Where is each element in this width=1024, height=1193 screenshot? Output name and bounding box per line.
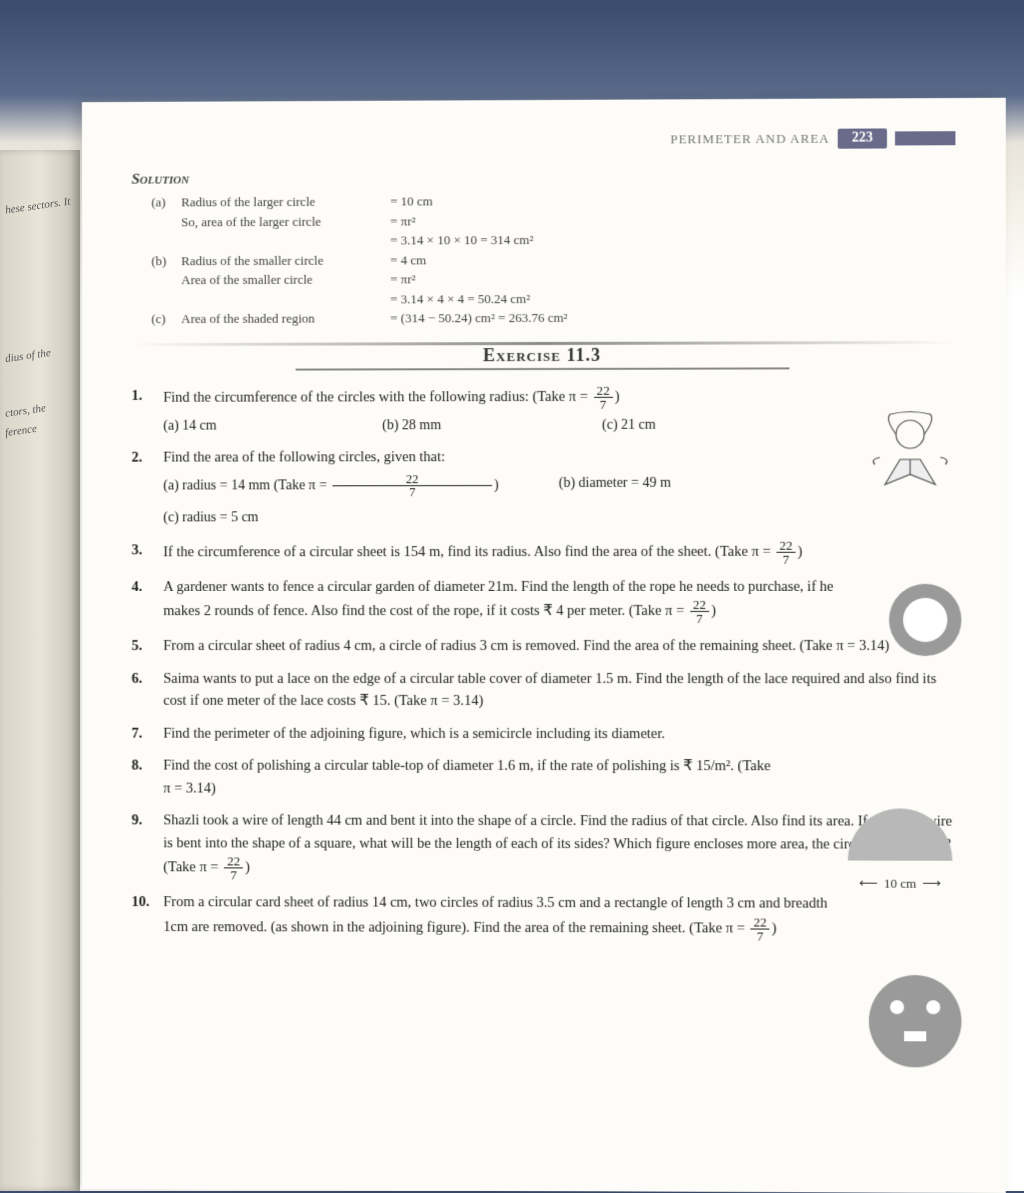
semicircle-figure: ⟵ 10 cm ⟶ xyxy=(835,800,966,892)
solution-value: = 4 cm xyxy=(390,250,426,270)
option-a: (a) 14 cm xyxy=(163,415,322,437)
arrow-right-icon: ⟶ xyxy=(922,876,941,892)
option-c: (c) radius = 5 cm xyxy=(163,507,322,529)
solution-value: = πr² xyxy=(390,269,415,289)
reader-illustration xyxy=(855,409,966,499)
question-1: Find the circumference of the circles wi… xyxy=(132,383,956,437)
ring-figure xyxy=(885,580,966,660)
dimension-label: 10 cm xyxy=(884,876,916,892)
eye-hole xyxy=(890,1000,904,1014)
solution-value: = 3.14 × 10 × 10 = 314 cm² xyxy=(390,230,533,250)
solution-heading: Solution xyxy=(132,168,956,188)
option-a: (a) radius = 14 mm (Take π = 227) xyxy=(163,473,498,500)
part-label: (c) xyxy=(151,309,181,329)
sub-options: (a) radius = 14 mm (Take π = 227) (b) di… xyxy=(163,472,834,529)
header-stripe xyxy=(895,131,955,145)
textbook-page: PERIMETER AND AREA 223 Solution (a)Radiu… xyxy=(82,98,1006,1193)
solution-text: Area of the smaller circle xyxy=(181,269,390,289)
option-b: (b) 28 mm xyxy=(382,415,542,437)
question-7: Find the perimeter of the adjoining figu… xyxy=(132,722,956,745)
solution-value: = 10 cm xyxy=(390,191,433,211)
exercise-heading: Exercise 11.3 xyxy=(132,340,956,370)
solution-block: (a)Radius of the larger circle= 10 cm So… xyxy=(151,189,955,328)
book-spine: hese sectors. It dius of the ctors, the … xyxy=(0,150,80,1191)
question-3: If the circumference of a circular sheet… xyxy=(132,538,956,566)
question-6: Saima wants to put a lace on the edge of… xyxy=(132,668,956,713)
solution-text: So, area of the larger circle xyxy=(181,211,390,231)
exercise-title: Exercise 11.3 xyxy=(473,344,611,365)
part-label: (a) xyxy=(151,192,181,212)
question-8: Find the cost of polishing a circular ta… xyxy=(132,755,956,801)
solution-text: Area of the shaded region xyxy=(181,308,390,328)
chapter-title: PERIMETER AND AREA xyxy=(670,131,829,148)
sub-options: (a) 14 cm (b) 28 mm (c) 21 cm xyxy=(163,414,834,437)
solution-value: = (314 − 50.24) cm² = 263.76 cm² xyxy=(390,308,567,328)
arrow-left-icon: ⟵ xyxy=(859,876,878,892)
fraction: 227 xyxy=(594,383,613,410)
spine-text: ference xyxy=(4,423,37,439)
solution-value: = 3.14 × 4 × 4 = 50.24 cm² xyxy=(390,289,530,309)
solution-value: = πr² xyxy=(390,211,415,231)
spine-text: ctors, the xyxy=(4,402,46,420)
part-label: (b) xyxy=(151,251,181,271)
question-9: Shazli took a wire of length 44 cm and b… xyxy=(132,810,956,883)
eye-hole xyxy=(926,1000,940,1014)
question-10: From a circular card sheet of radius 14 … xyxy=(132,891,956,943)
spine-text: dius of the xyxy=(4,347,51,365)
option-c: (c) 21 cm xyxy=(602,414,762,436)
page-header: PERIMETER AND AREA 223 xyxy=(132,128,956,152)
spine-text: hese sectors. It xyxy=(4,195,71,216)
mouth-hole xyxy=(904,1031,926,1041)
question-4: A gardener wants to fence a circular gar… xyxy=(132,575,956,625)
page-number: 223 xyxy=(838,128,887,148)
question-5: From a circular sheet of radius 4 cm, a … xyxy=(132,635,956,658)
solution-text: Radius of the larger circle xyxy=(181,192,390,212)
solution-text: Radius of the smaller circle xyxy=(181,250,390,270)
option-b: (b) diameter = 49 m xyxy=(559,472,719,498)
question-list: Find the circumference of the circles wi… xyxy=(132,383,956,943)
face-figure xyxy=(865,971,966,1072)
question-2: Find the area of the following circles, … xyxy=(132,446,956,529)
